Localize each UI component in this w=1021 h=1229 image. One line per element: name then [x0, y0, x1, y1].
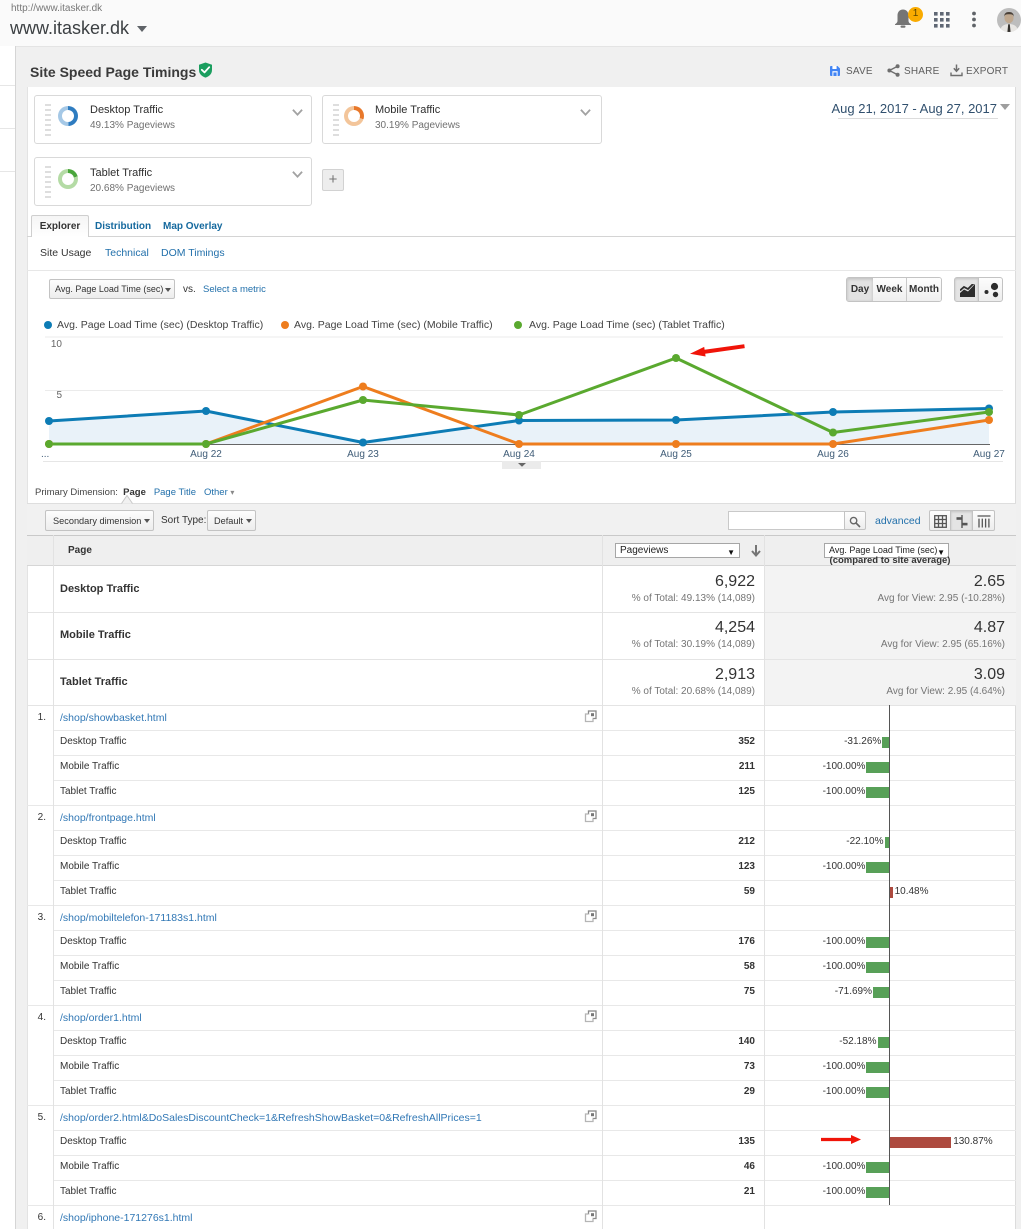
svg-text:10: 10 [51, 339, 63, 350]
svg-text:...: ... [41, 449, 49, 460]
svg-text:5: 5 [56, 390, 62, 401]
svg-text:Aug 27: Aug 27 [973, 449, 1005, 460]
svg-text:Aug 22: Aug 22 [190, 449, 222, 460]
svg-text:Aug 26: Aug 26 [817, 449, 849, 460]
svg-text:Aug 25: Aug 25 [660, 449, 692, 460]
svg-text:Aug 24: Aug 24 [503, 449, 535, 460]
svg-text:Aug 23: Aug 23 [347, 449, 379, 460]
